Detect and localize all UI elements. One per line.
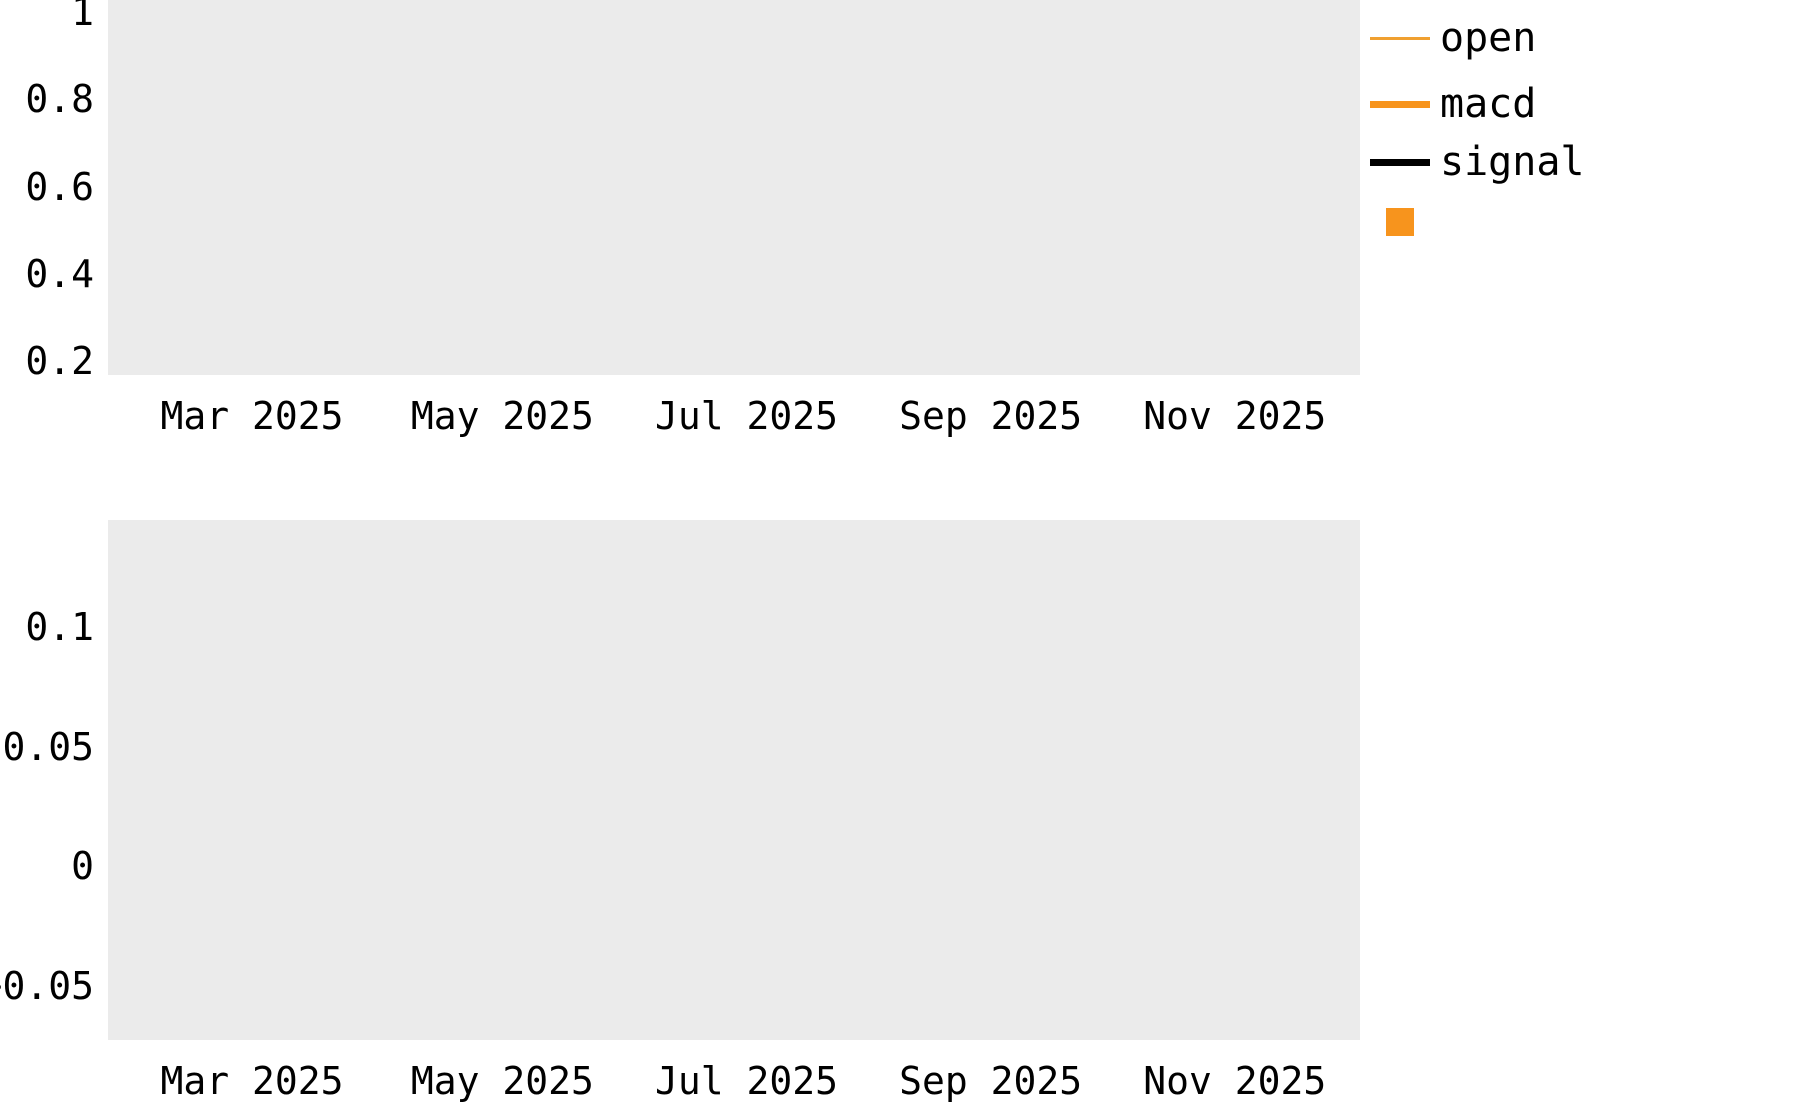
legend-entry-histogram[interactable] xyxy=(1370,202,1414,242)
macd-panel: −0.05 0 0.05 0.1 Mar 2025 May 2025 Jul 2025 Se… xyxy=(0,520,1360,1100)
macd-y-tick-label: 0.1 xyxy=(25,604,94,649)
legend-label-open: open xyxy=(1440,15,1537,61)
legend-label-macd: macd xyxy=(1440,81,1537,127)
price-x-tick-label: May 2025 xyxy=(410,394,594,438)
legend-line-macd xyxy=(1370,100,1430,108)
price-y-tick-label: 0.8 xyxy=(25,77,94,122)
legend: open macd signal xyxy=(1370,0,1800,260)
legend-swatch-histogram xyxy=(1386,208,1414,236)
price-x-tick-label: Sep 2025 xyxy=(899,394,1083,438)
price-y-tick-label: 0.4 xyxy=(25,251,94,296)
price-y-tick-label: 0.2 xyxy=(25,338,94,383)
price-panel: 0.2 0.4 0.6 0.8 1 Mar 2025 May 2025 Jul 2025 Se… xyxy=(0,0,1360,450)
legend-entry-macd[interactable]: macd xyxy=(1370,84,1536,124)
price-x-tick-label: Nov 2025 xyxy=(1143,394,1327,438)
macd-y-tick-label: 0.05 xyxy=(2,724,94,769)
macd-plot-background xyxy=(108,520,1360,1040)
macd-x-tick-label: Mar 2025 xyxy=(160,1059,344,1103)
legend-entry-open[interactable]: open xyxy=(1370,18,1536,58)
price-y-tick-label: 1 xyxy=(71,0,94,35)
macd-y-tick-label: −0.05 xyxy=(0,964,94,1009)
price-x-tick-label: Jul 2025 xyxy=(655,394,839,438)
price-y-tick-label: 0.6 xyxy=(25,164,94,209)
price-plot-background xyxy=(108,0,1360,375)
macd-x-tick-label: May 2025 xyxy=(410,1059,594,1103)
legend-line-signal xyxy=(1370,158,1430,166)
price-x-tick-label: Mar 2025 xyxy=(160,394,344,438)
macd-x-tick-label: Nov 2025 xyxy=(1143,1059,1327,1103)
legend-line-open xyxy=(1370,36,1430,40)
legend-label-signal: signal xyxy=(1440,139,1585,185)
macd-x-tick-label: Sep 2025 xyxy=(899,1059,1083,1103)
macd-y-tick-label: 0 xyxy=(71,844,94,889)
legend-entry-signal[interactable]: signal xyxy=(1370,142,1585,182)
macd-x-tick-label: Jul 2025 xyxy=(655,1059,839,1103)
